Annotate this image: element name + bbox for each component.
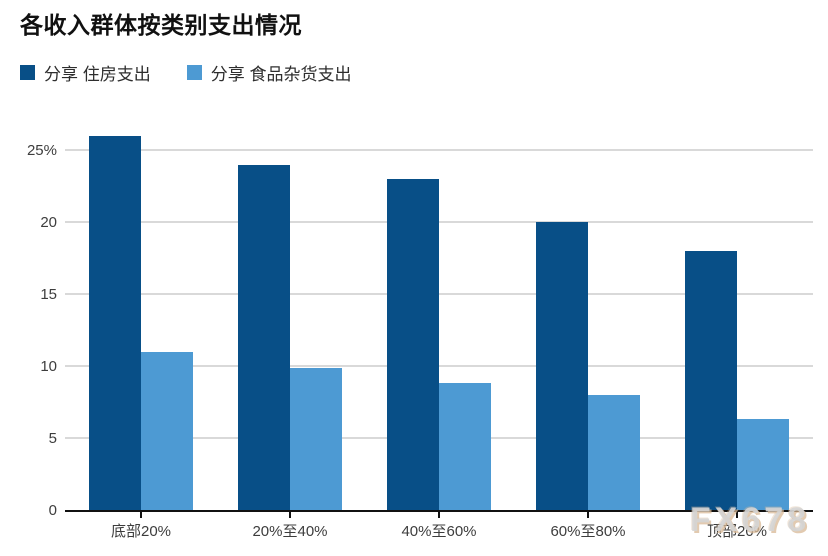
watermark-fx678: FX678 [690,501,811,539]
legend-swatch-groceries [186,65,202,80]
x-axis-labels: 底部20% 20%至40% 40%至60% 60%至80% 顶部20% [65,520,813,546]
x-tick-label-5: 顶部20% [706,523,768,540]
x-tick-label-2: 20%至40% [252,523,328,540]
bar-housing-group5 [685,250,737,510]
legend: 分享 住房支出 分享 食品杂货支出 [20,60,351,85]
legend-item-housing: 分享 住房支出 [20,60,151,85]
y-tick-label-15: 15 [40,286,57,304]
y-tick-label-0: 0 [48,502,57,519]
x-tick-label-3: 40%至60% [401,523,477,540]
x-axis-tick-5 [736,512,738,518]
bar-groceries-group2 [290,367,342,510]
x-axis-tick-4 [587,512,589,518]
bar-housing-group3 [387,178,439,510]
x-axis-tick-3 [438,512,440,518]
y-tick-label-25: 25% [26,142,57,160]
gridline-25 [65,149,813,152]
bar-housing-group2 [238,164,290,510]
bar-groceries-group1 [141,351,193,510]
bar-groceries-group3 [439,383,491,510]
gridline-20 [65,221,813,224]
bar-housing-group4 [536,222,588,510]
y-axis-labels: 0 5 10 15 20 25% [0,130,57,519]
bar-groceries-group5 [737,419,789,510]
bar-housing-group1 [89,135,141,510]
plot-area [65,130,813,518]
x-axis-tick-2 [289,512,291,518]
x-tick-label-1: 底部20% [110,523,172,540]
y-tick-label-20: 20 [40,214,57,232]
gridline-15 [65,293,813,296]
bar-groceries-group4 [588,394,640,510]
legend-item-groceries: 分享 食品杂货支出 [186,60,352,85]
y-tick-label-10: 10 [40,358,57,376]
gridline-10 [65,365,813,368]
x-axis-tick-1 [140,512,142,518]
y-tick-label-5: 5 [48,430,57,448]
chart-title: 各收入群体按类别支出情况 [20,12,302,38]
legend-swatch-housing [20,65,35,80]
legend-label-housing: 分享 住房支出 [44,65,151,84]
legend-label-groceries: 分享 食品杂货支出 [210,65,352,84]
x-tick-label-4: 60%至80% [550,523,626,540]
